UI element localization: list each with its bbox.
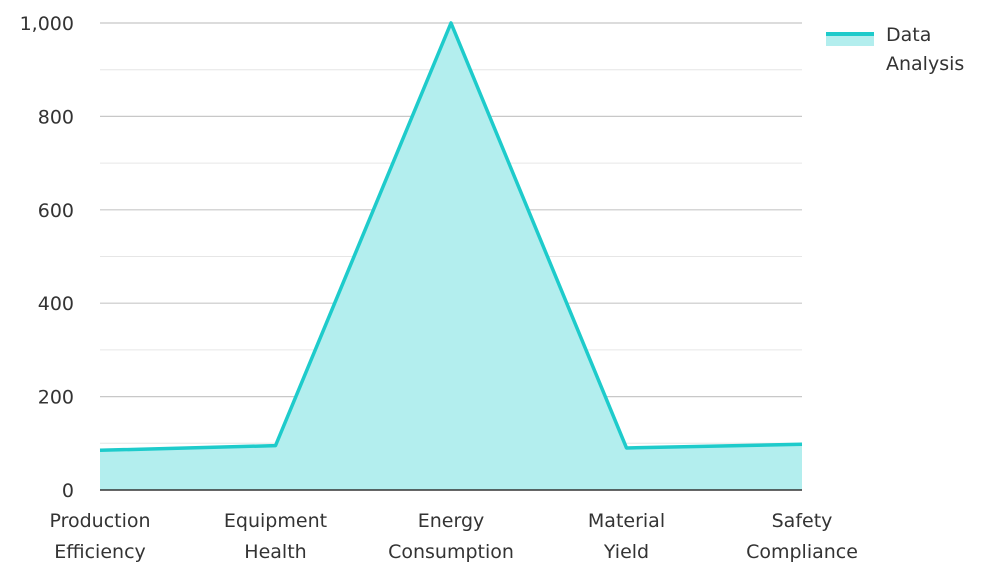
- series-line: [99, 21, 803, 453]
- x-category-label: Safety Compliance: [746, 510, 858, 563]
- x-category-label: Equipment Health: [224, 510, 327, 563]
- y-tick-label: 1,000: [20, 13, 74, 35]
- y-tick-label: 400: [38, 293, 74, 315]
- area-layer: [99, 21, 803, 490]
- x-category-label: Production Efficiency: [49, 510, 150, 563]
- legend: Data Analysis: [826, 24, 964, 75]
- series-area-fill: [100, 23, 802, 490]
- axis-layer: 0 200 400 600 800 1,000 Production Efficiency Eq…: [20, 13, 858, 563]
- y-tick-label: 600: [38, 200, 74, 222]
- x-category-label: Energy Consumption: [388, 510, 514, 563]
- legend-label: Data Analysis: [886, 24, 964, 75]
- y-tick-label: 800: [38, 106, 74, 128]
- y-tick-label: 0: [62, 480, 74, 502]
- y-tick-label: 200: [38, 387, 74, 409]
- x-category-label: Material Yield: [588, 510, 665, 563]
